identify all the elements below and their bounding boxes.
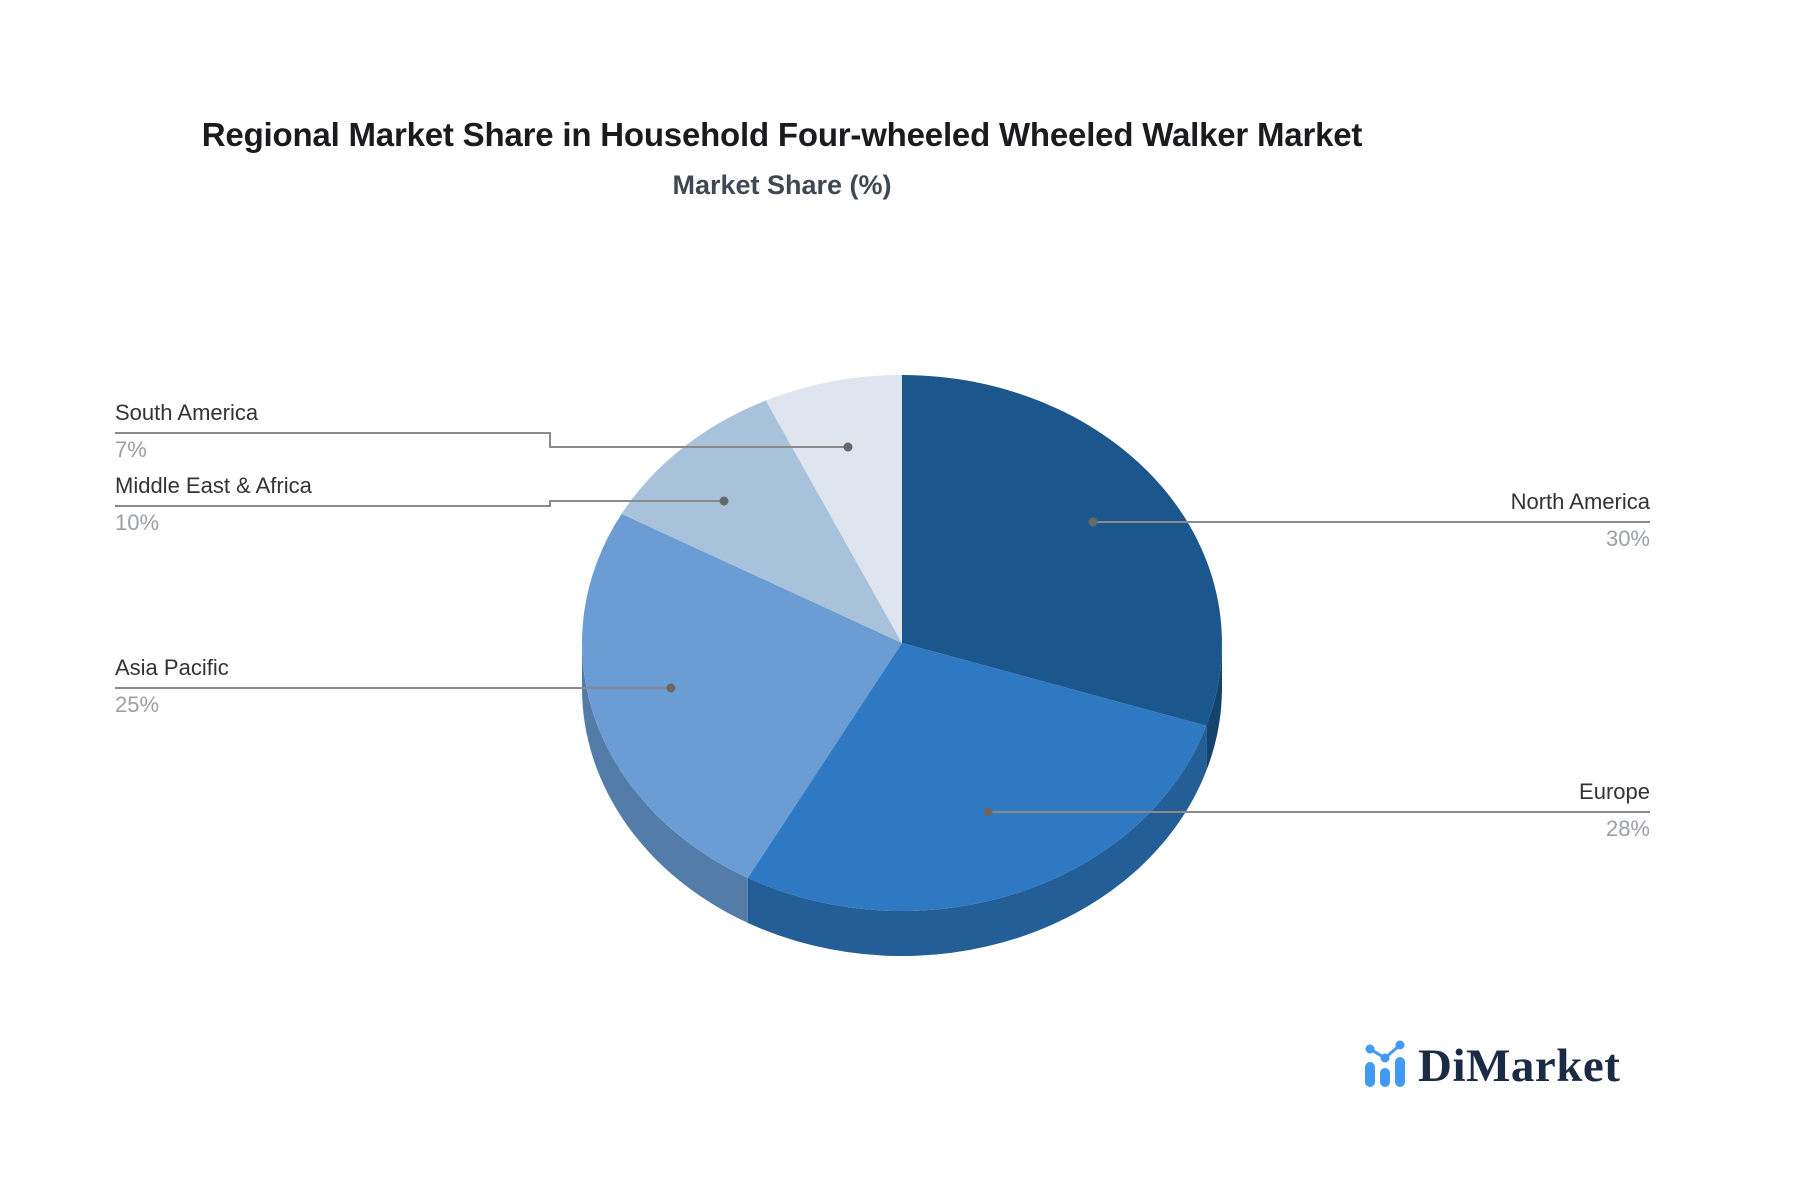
chart-header: Regional Market Share in Household Four-… — [0, 0, 1564, 201]
chart-title: Regional Market Share in Household Four-… — [201, 116, 1363, 153]
callout-percent: 10% — [115, 510, 160, 535]
callout-label: Europe — [1579, 779, 1650, 804]
dimarket-logo: DiMarket — [1363, 1039, 1621, 1092]
chart-subtitle: Market Share (%) — [672, 170, 892, 200]
callout-percent: 25% — [115, 692, 160, 717]
callout-percent: 28% — [1605, 816, 1650, 841]
callout-label: Middle East & Africa — [115, 473, 312, 498]
callout-4: South America 7% — [115, 400, 258, 463]
logo-text: DiMarket — [1418, 1039, 1621, 1092]
callout-percent: 7% — [115, 437, 147, 462]
callout-label: Asia Pacific — [115, 655, 229, 680]
callout-0: North America 30% — [1511, 489, 1650, 552]
callout-label: South America — [115, 400, 259, 425]
callout-1: Europe 28% — [1579, 779, 1650, 842]
callout-label: North America — [1510, 489, 1650, 514]
callout-3: Middle East & Africa 10% — [115, 473, 312, 536]
callout-2: Asia Pacific 25% — [115, 655, 229, 718]
bar-chart-trend-icon — [1365, 1040, 1405, 1087]
callout-percent: 30% — [1605, 526, 1650, 551]
